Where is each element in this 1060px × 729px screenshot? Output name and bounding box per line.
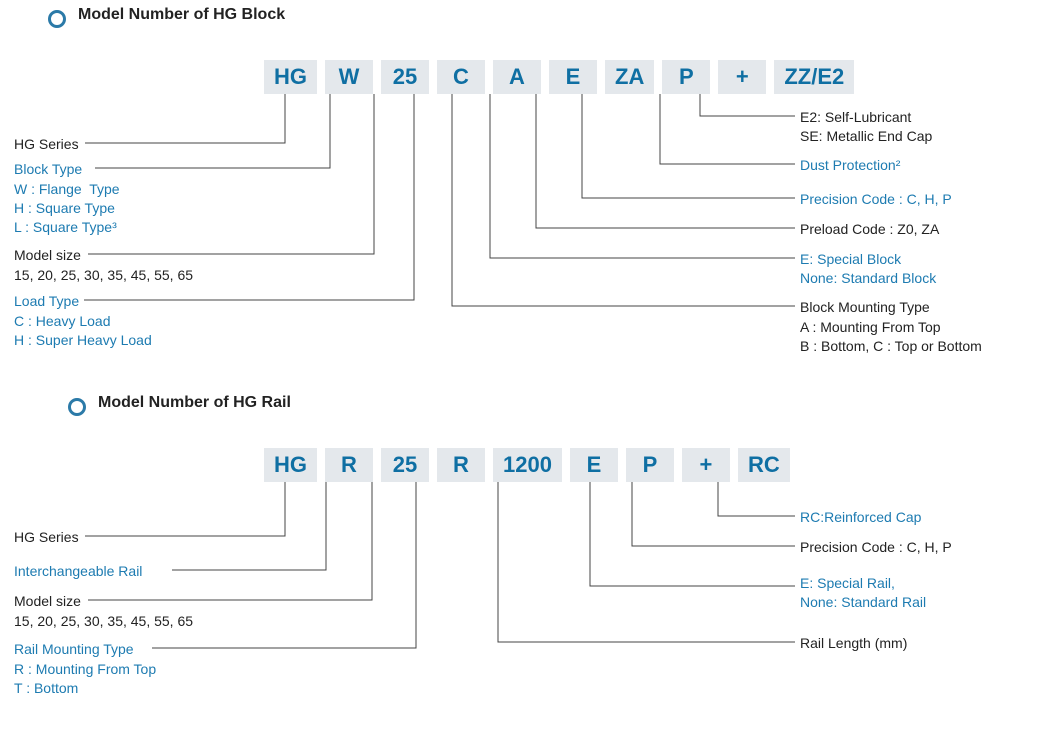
lbl-model-size-lines: 15, 20, 25, 30, 35, 45, 55, 65: [14, 266, 193, 285]
lbl-prec: Precision Code : C, H, P: [800, 190, 952, 209]
code-cell: ZA: [605, 60, 654, 94]
lbl-dust: Dust Protection²: [800, 156, 900, 175]
lbl-model-size: Model size: [14, 246, 81, 265]
code-cell: C: [437, 60, 485, 94]
r-lbl-mount: Rail Mounting Type: [14, 640, 134, 659]
code-cell: W: [325, 60, 373, 94]
bullet-icon: [68, 398, 86, 416]
lbl-preload: Preload Code : Z0, ZA: [800, 220, 939, 239]
code-cell: 1200: [493, 448, 562, 482]
code-cell: +: [718, 60, 766, 94]
lbl-e2: E2: Self-Lubricant SE: Metallic End Cap: [800, 108, 932, 146]
r-lbl-mount-lines: R : Mounting From Top T : Bottom: [14, 660, 156, 698]
code-cell: P: [626, 448, 674, 482]
code-cell: +: [682, 448, 730, 482]
r-lbl-sr: E: Special Rail, None: Standard Rail: [800, 574, 926, 612]
code-cell: P: [662, 60, 710, 94]
section-title-rail: Model Number of HG Rail: [98, 394, 291, 412]
lbl-mount-type-lines: A : Mounting From Top B : Bottom, C : To…: [800, 318, 982, 356]
lbl-special-block: E: Special Block None: Standard Block: [800, 250, 936, 288]
lbl-block-type: Block Type: [14, 160, 82, 179]
code-cell: A: [493, 60, 541, 94]
section-title-block: Model Number of HG Block: [78, 6, 285, 24]
r-lbl-rc: RC:Reinforced Cap: [800, 508, 921, 527]
r-lbl-prec: Precision Code : C, H, P: [800, 538, 952, 557]
code-cell: 25: [381, 60, 429, 94]
code-strip-block: HGW25CAEZAP+ZZ/E2: [264, 60, 854, 94]
code-cell: HG: [264, 60, 317, 94]
code-cell: R: [437, 448, 485, 482]
lbl-load-type: Load Type: [14, 292, 79, 311]
lbl-block-type-lines: W : Flange Type H : Square Type L : Squa…: [14, 180, 120, 237]
r-lbl-inter: Interchangeable Rail: [14, 562, 142, 581]
code-cell: E: [549, 60, 597, 94]
code-cell: ZZ/E2: [774, 60, 854, 94]
lbl-load-type-lines: C : Heavy Load H : Super Heavy Load: [14, 312, 152, 350]
lbl-hg-series: HG Series: [14, 135, 79, 154]
code-strip-rail: HGR25R1200EP+RC: [264, 448, 790, 482]
code-cell: HG: [264, 448, 317, 482]
code-cell: E: [570, 448, 618, 482]
r-lbl-len: Rail Length (mm): [800, 634, 907, 653]
r-lbl-size-lines: 15, 20, 25, 30, 35, 45, 55, 65: [14, 612, 193, 631]
bullet-icon: [48, 10, 66, 28]
code-cell: R: [325, 448, 373, 482]
code-cell: 25: [381, 448, 429, 482]
r-lbl-size: Model size: [14, 592, 81, 611]
code-cell: RC: [738, 448, 790, 482]
r-lbl-hg: HG Series: [14, 528, 79, 547]
lbl-mount-type: Block Mounting Type: [800, 298, 930, 317]
